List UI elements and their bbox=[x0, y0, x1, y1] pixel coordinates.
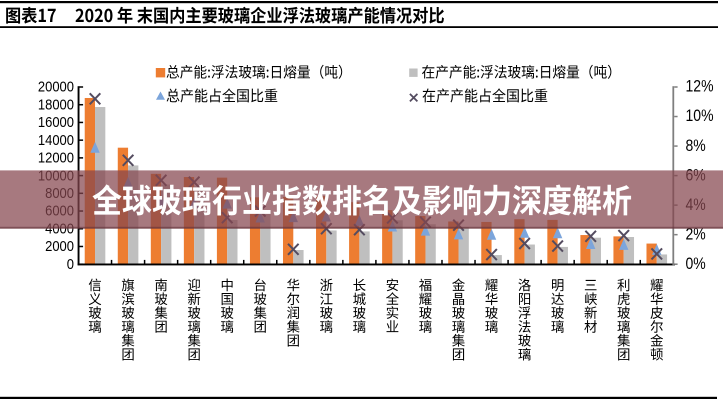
svg-text:16000: 16000 bbox=[38, 113, 74, 130]
svg-text:2000: 2000 bbox=[45, 237, 74, 254]
svg-text:18000: 18000 bbox=[38, 95, 74, 112]
svg-text:0: 0 bbox=[67, 255, 74, 272]
svg-text:8%: 8% bbox=[686, 137, 706, 155]
svg-text:14000: 14000 bbox=[38, 131, 74, 148]
svg-text:20000: 20000 bbox=[38, 78, 74, 95]
svg-text:10%: 10% bbox=[686, 107, 714, 125]
svg-text:12000: 12000 bbox=[38, 149, 74, 166]
svg-text:12%: 12% bbox=[686, 78, 714, 96]
svg-text:0%: 0% bbox=[686, 255, 706, 273]
svg-text:2%: 2% bbox=[686, 225, 706, 243]
